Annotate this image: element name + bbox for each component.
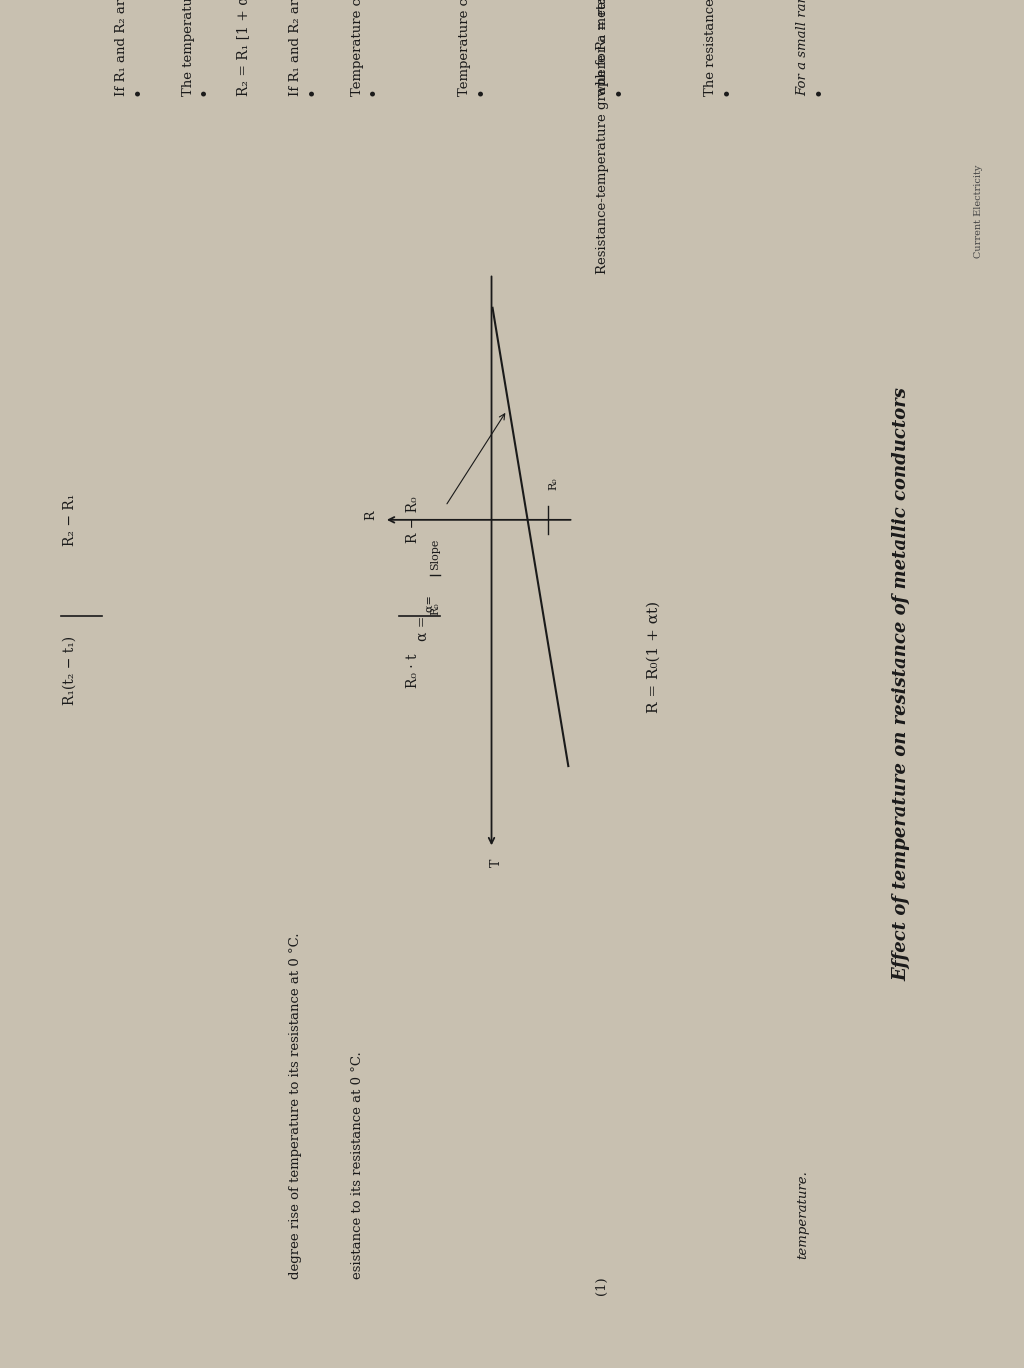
Text: If R₁ and R₂ are resistances at t₁ °C and t₂ °C, then  α ∝: If R₁ and R₂ are resistances at t₁ °C an… xyxy=(115,0,128,96)
Text: •: • xyxy=(196,86,213,96)
Text: Current Electricity: Current Electricity xyxy=(974,164,983,257)
Text: R₂ = R₁ [1 + α (T₂ − T₁)]: R₂ = R₁ [1 + α (T₂ − T₁)] xyxy=(237,0,251,96)
Text: esistance to its resistance at 0 °C.: esistance to its resistance at 0 °C. xyxy=(350,1052,364,1279)
Text: The temperature coefficient of resistance (α) is expressed in per kelvin (K⁻¹).: The temperature coefficient of resistanc… xyxy=(181,0,195,96)
Text: •: • xyxy=(610,86,628,96)
Text: If R₁ and R₂ are the resistances of a metallic conductor at temperatures T₁ K an: If R₁ and R₂ are the resistances of a me… xyxy=(289,0,302,96)
Text: R₀: R₀ xyxy=(430,602,440,616)
Text: Effect of temperature on resistance of metallic conductors: Effect of temperature on resistance of m… xyxy=(892,387,910,981)
Text: R₀: R₀ xyxy=(548,477,558,490)
Text: R₀ · t: R₀ · t xyxy=(406,653,420,688)
Text: •: • xyxy=(303,86,321,96)
Text: R₁(t₂ − t₁): R₁(t₂ − t₁) xyxy=(62,636,77,705)
Text: •: • xyxy=(365,86,382,96)
Text: where R₀ = resistance at 0 °C and α is called the temperature coefficient of res: where R₀ = resistance at 0 °C and α is c… xyxy=(596,0,609,96)
Text: Temperature coefficient of resistance of a conductor is defined as the ratio of : Temperature coefficient of resistance of… xyxy=(350,0,364,96)
Text: α=: α= xyxy=(425,592,435,611)
Text: •: • xyxy=(810,86,827,96)
Text: R = R₀(1 + αt): R = R₀(1 + αt) xyxy=(646,601,660,713)
Text: R: R xyxy=(364,512,377,520)
Text: •: • xyxy=(718,86,735,96)
Text: degree rise of temperature to its resistance at 0 °C.: degree rise of temperature to its resist… xyxy=(289,933,302,1279)
Text: For a small range of temperatures, the resistance of a conductor increases almos: For a small range of temperatures, the r… xyxy=(796,0,809,96)
Text: •: • xyxy=(129,86,146,96)
Text: T: T xyxy=(490,859,503,867)
Text: R₂ − R₁: R₂ − R₁ xyxy=(62,494,77,546)
Text: R − R₀: R − R₀ xyxy=(406,497,420,543)
Text: Slope: Slope xyxy=(430,539,440,569)
Text: Temperature coefficient of resistance is expressed in terms of R and R₀ by the r: Temperature coefficient of resistance is… xyxy=(458,0,471,96)
Text: (1): (1) xyxy=(596,1278,609,1313)
Text: The resistance R of a conductor at a temperature t°C is given by: The resistance R of a conductor at a tem… xyxy=(703,0,717,96)
Text: α =: α = xyxy=(416,616,430,642)
Text: Resistance-temperature graph for a metallic conductor: Resistance-temperature graph for a metal… xyxy=(596,0,609,274)
Text: •: • xyxy=(472,86,489,96)
Text: temperature.: temperature. xyxy=(796,1170,809,1259)
